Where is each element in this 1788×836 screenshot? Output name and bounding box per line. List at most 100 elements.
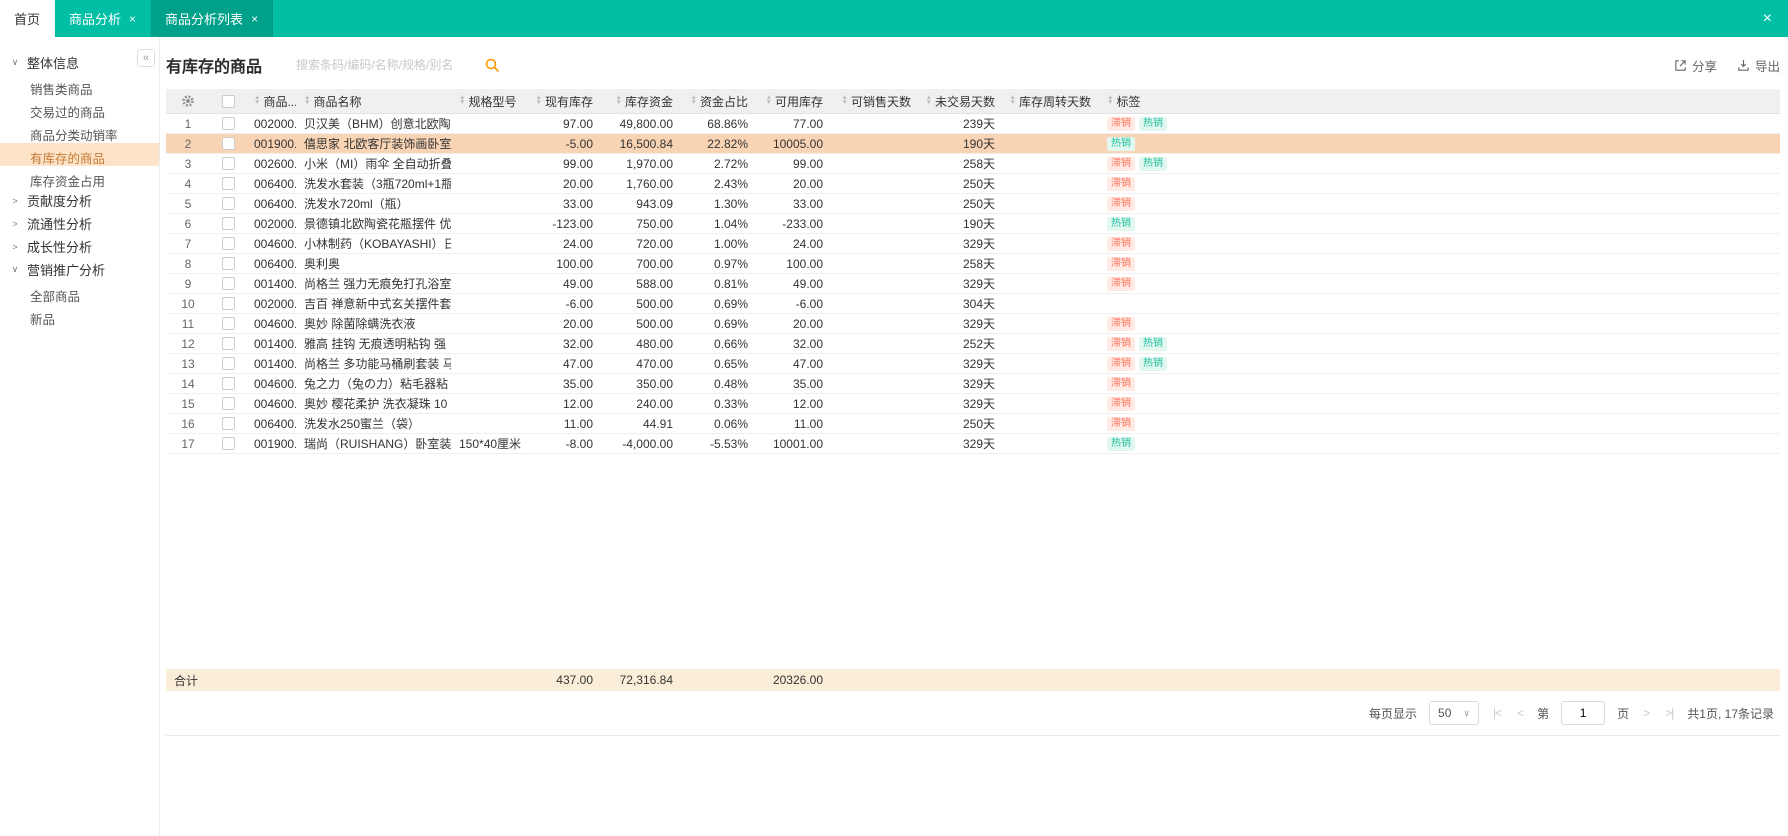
row-checkbox[interactable] — [221, 397, 235, 410]
cell-code: 001400... — [254, 276, 296, 291]
table-row[interactable]: 5 006400... 洗发水720ml（瓶） 33.00 943.09 1.30% 33.… — [166, 194, 1780, 214]
column-header-rownum[interactable] — [166, 89, 210, 113]
sidebar-collapse-icon[interactable]: « — [137, 49, 155, 67]
sidebar-group[interactable]: > 成长性分析 — [0, 235, 159, 258]
table-row[interactable]: 10 002000... 吉百 禅意新中式玄关摆件套 -6.00 500.00 0.69%… — [166, 294, 1780, 314]
select-all-checkbox[interactable] — [221, 94, 235, 108]
sidebar-item[interactable]: 新品 — [30, 313, 56, 327]
cell-rownum: 9 — [184, 276, 192, 291]
cell-tags: 热销 — [1099, 214, 1199, 233]
table-row[interactable]: 4 006400... 洗发水套装（3瓶720ml+1瓶 20.00 1,760.00 2… — [166, 174, 1780, 194]
cell-name: 洗发水250蜜兰（袋） — [304, 417, 421, 431]
column-header-ratio[interactable]: ▲ ▼ 资金占比 — [681, 89, 756, 113]
share-button[interactable]: 分享 — [1674, 56, 1717, 75]
column-header-spec[interactable]: ▲ ▼ 规格型号 — [451, 89, 526, 113]
row-checkbox[interactable] — [221, 377, 235, 390]
column-header-stock[interactable]: ▲ ▼ 现有库存 — [526, 89, 601, 113]
row-checkbox[interactable] — [221, 177, 235, 190]
cell-filler — [1199, 434, 1780, 453]
tab-1[interactable]: 商品分析 × — [55, 0, 152, 37]
sort-icon: ▲ ▼ — [254, 94, 261, 106]
row-checkbox[interactable] — [221, 437, 235, 450]
row-checkbox[interactable] — [221, 297, 235, 310]
cell-filler — [1199, 414, 1780, 433]
first-page-icon[interactable]: |< — [1492, 706, 1502, 720]
export-button[interactable]: 导出 — [1737, 56, 1780, 75]
last-page-icon[interactable]: >| — [1665, 706, 1674, 720]
sidebar-item[interactable]: 全部商品 — [30, 290, 81, 304]
cell-rownum: 10 — [181, 296, 195, 311]
row-checkbox[interactable] — [221, 357, 235, 370]
row-checkbox[interactable] — [221, 217, 235, 230]
cell-fund: 1,760.00 — [626, 176, 673, 191]
table-row[interactable]: 12 001400... 雅高 挂钩 无痕透明粘钩 强 32.00 480.00 0.66… — [166, 334, 1780, 354]
cell-tags: 滞销 — [1099, 234, 1199, 253]
page-number-input[interactable] — [1561, 701, 1606, 725]
cell-turnover_days — [1003, 134, 1099, 153]
row-checkbox[interactable] — [221, 337, 235, 350]
cell-turnover_days — [1003, 374, 1099, 393]
sidebar-group[interactable]: > 贡献度分析 — [0, 189, 159, 212]
column-header-sale_days[interactable]: ▲ ▼ 可销售天数 — [831, 89, 919, 113]
table-row[interactable]: 17 001900... 瑞尚（RUISHANG）卧室装 150*40厘米 -8.00 -… — [166, 434, 1780, 454]
tab-close-icon[interactable]: × — [129, 11, 137, 26]
sidebar-item[interactable]: 有库存的商品 — [0, 143, 159, 166]
column-header-checkbox[interactable] — [210, 89, 246, 113]
table-row[interactable]: 15 004600... 奥妙 樱花柔护 洗衣凝珠 10 12.00 240.00 0.3… — [166, 394, 1780, 414]
sidebar-group[interactable]: > 流通性分析 — [0, 212, 159, 235]
tab-0[interactable]: 首页 — [0, 0, 56, 37]
row-checkbox[interactable] — [221, 417, 235, 430]
row-checkbox[interactable] — [221, 257, 235, 270]
table-row[interactable]: 11 004600... 奥妙 除菌除螨洗衣液 20.00 500.00 0.69% 20.… — [166, 314, 1780, 334]
prev-page-icon[interactable]: < — [1517, 706, 1524, 720]
table-row[interactable]: 9 001400... 尚格兰 强力无痕免打孔浴室 49.00 588.00 0.81% 4… — [166, 274, 1780, 294]
tab-2[interactable]: 商品分析列表 × — [151, 0, 274, 37]
table-row[interactable]: 7 004600... 小林制药（KOBAYASHI）日 24.00 720.00 1.0… — [166, 234, 1780, 254]
column-header-name[interactable]: ▲ ▼ 商品名称 — [296, 89, 451, 113]
cell-spec — [451, 134, 526, 153]
sidebar-item[interactable]: 销售类商品 — [30, 83, 93, 97]
sidebar-item[interactable]: 库存资金占用 — [30, 175, 106, 189]
table-row[interactable]: 1 002000... 贝汉美（BHM）创意北欧陶瓷 97.00 49,800.00 68… — [166, 114, 1780, 134]
table-row[interactable]: 8 006400... 奥利奥 100.00 700.00 0.97% 100.00 258天… — [166, 254, 1780, 274]
column-header-tags[interactable]: ▲ ▼ 标签 — [1099, 89, 1199, 113]
cell-no_trade_days: 329天 — [962, 317, 995, 331]
sidebar-item[interactable]: 交易过的商品 — [30, 106, 106, 120]
column-header-code[interactable]: ▲ ▼ 商品... — [246, 89, 296, 113]
cell-stock: 32.00 — [562, 336, 593, 351]
tab-close-icon[interactable]: × — [251, 11, 259, 26]
column-header-fund[interactable]: ▲ ▼ 库存资金 — [601, 89, 681, 113]
row-checkbox[interactable] — [221, 317, 235, 330]
cell-turnover_days — [1003, 294, 1099, 313]
close-icon[interactable]: × — [1762, 9, 1772, 27]
row-checkbox[interactable] — [221, 157, 235, 170]
column-header-turnover_days[interactable]: ▲ ▼ 库存周转天数 — [1003, 89, 1099, 113]
next-page-icon[interactable]: > — [1643, 706, 1650, 720]
cell-rownum: 7 — [184, 236, 192, 251]
sidebar-group[interactable]: ∨ 整体信息 — [0, 51, 159, 74]
row-checkbox[interactable] — [221, 197, 235, 210]
cell-ratio: 0.48% — [713, 376, 748, 391]
table-row[interactable]: 6 002000... 景德镇北欧陶瓷花瓶摆件 优 -123.00 750.00 1.04… — [166, 214, 1780, 234]
table-row[interactable]: 3 002600... 小米（MI）雨伞 全自动折叠 99.00 1,970.00 2.7… — [166, 154, 1780, 174]
table-row[interactable]: 13 001400... 尚格兰 多功能马桶刷套装 马 47.00 470.00 0.65… — [166, 354, 1780, 374]
search-input[interactable] — [296, 58, 475, 72]
table-row[interactable]: 16 006400... 洗发水250蜜兰（袋） 11.00 44.91 0.06% 11.… — [166, 414, 1780, 434]
page-size-select[interactable]: 50 ∨ — [1429, 701, 1479, 725]
gear-icon[interactable] — [181, 94, 195, 108]
tag-slow: 滞销 — [1107, 276, 1135, 291]
row-checkbox[interactable] — [221, 277, 235, 290]
row-checkbox[interactable] — [221, 237, 235, 250]
column-header-no_trade_days[interactable]: ▲ ▼ 未交易天数 — [919, 89, 1003, 113]
column-header-available[interactable]: ▲ ▼ 可用库存 — [756, 89, 831, 113]
row-checkbox[interactable] — [221, 137, 235, 150]
sidebar-group[interactable]: ∨ 营销推广分析 — [0, 258, 159, 281]
sidebar-item[interactable]: 商品分类动销率 — [30, 129, 118, 143]
row-checkbox[interactable] — [221, 117, 235, 130]
cell-tags: 滞销 热销 — [1099, 334, 1199, 353]
cell-available: 47.00 — [792, 356, 823, 371]
table-row[interactable]: 14 004600... 兔之力（兔の力）粘毛器粘 35.00 350.00 0.48% 3… — [166, 374, 1780, 394]
search-icon[interactable] — [484, 57, 500, 73]
table-row[interactable]: 2 001900... 僖思家 北欧客厅装饰画卧室 -5.00 16,500.84 22.… — [166, 134, 1780, 154]
cell-filler — [1199, 314, 1780, 333]
